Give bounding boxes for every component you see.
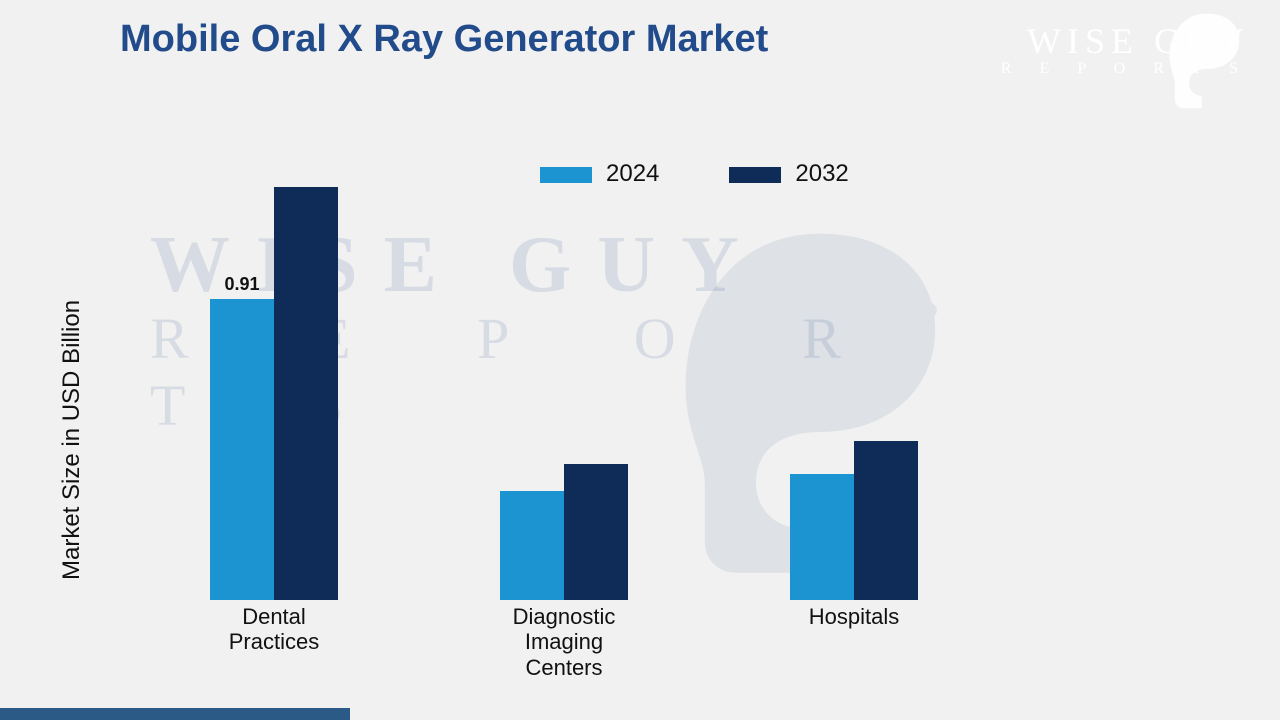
category-label: DiagnosticImagingCenters [474,604,654,680]
bottom-accent-bar [0,708,350,720]
bar [210,299,274,600]
plot-area: 0.91DentalPracticesDiagnosticImagingCent… [200,170,1020,600]
brand-line1: WISE GUY [1000,20,1250,62]
brand-line2: R E P O R T S [1000,60,1250,78]
bar [274,187,338,600]
bar-value-label: 0.91 [210,274,274,295]
chart-area: 0.91DentalPracticesDiagnosticImagingCent… [120,170,1020,640]
category-label: Hospitals [764,604,944,629]
y-axis-label: Market Size in USD Billion [58,300,86,580]
category-label: DentalPractices [184,604,364,655]
bar [500,491,564,600]
bar [564,464,628,600]
bar [790,474,854,600]
chart-title: Mobile Oral X Ray Generator Market [120,18,768,61]
brand-block: WISE GUY R E P O R T S [1000,20,1250,78]
page-root: WISE GUY R E P O R T S Mobile Oral X Ray… [0,0,1280,720]
bar [854,441,918,600]
